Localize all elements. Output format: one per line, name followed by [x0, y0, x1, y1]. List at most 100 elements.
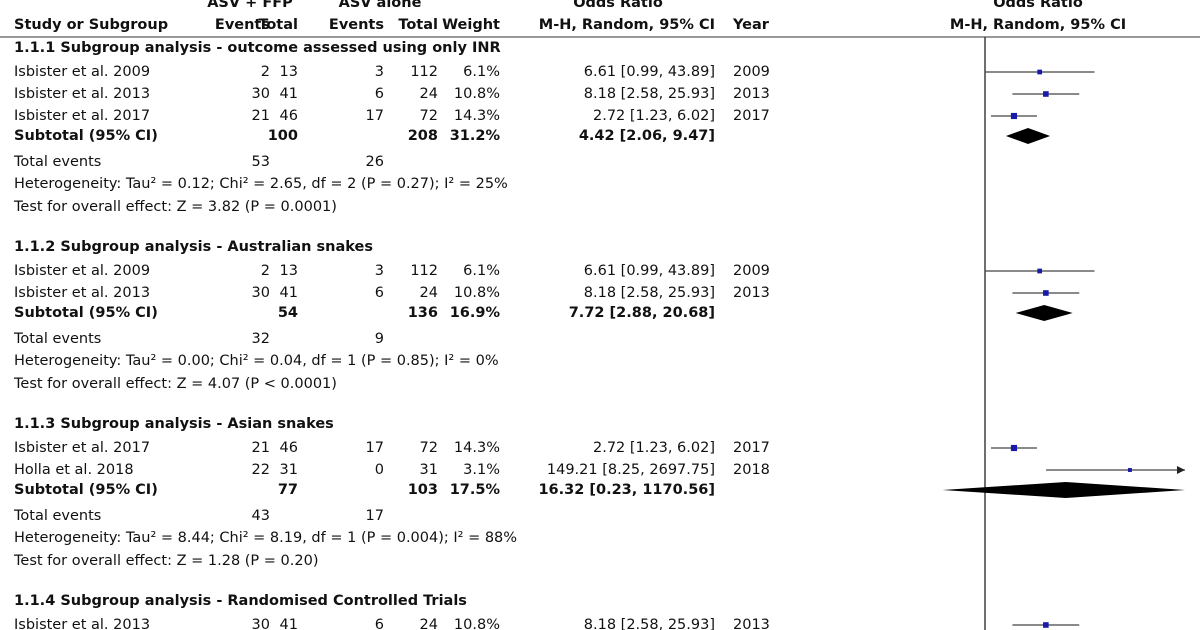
effect-square — [1043, 91, 1049, 97]
study-name: Isbister et al. 2009 — [14, 64, 150, 80]
total: 24 — [420, 617, 438, 630]
subtotal-diamond — [1015, 305, 1073, 321]
weight: 10.8% — [454, 617, 500, 630]
total: 77 — [278, 482, 298, 498]
events: 43 — [252, 508, 270, 524]
events: 2 — [261, 64, 270, 80]
weight: 31.2% — [450, 128, 501, 144]
overall-effect: Test for overall effect: Z = 4.07 (P < 0… — [13, 376, 337, 392]
study-name: Isbister et al. 2017 — [14, 108, 150, 124]
study-name: Subtotal (95% CI) — [14, 128, 158, 144]
heterogeneity: Heterogeneity: Tau² = 0.12; Chi² = 2.65,… — [14, 176, 508, 192]
events: 32 — [252, 331, 270, 347]
header-total: Total — [398, 17, 438, 33]
odds-ratio: 6.61 [0.99, 43.89] — [584, 263, 715, 279]
total: 208 — [408, 128, 438, 144]
total-events-label: Total events — [13, 154, 101, 170]
header-or: Odds Ratio — [573, 0, 663, 11]
effect-square — [1037, 69, 1043, 75]
events: 6 — [375, 285, 384, 301]
odds-ratio: 149.21 [8.25, 2697.75] — [547, 462, 715, 478]
total-events-label: Total events — [13, 508, 101, 524]
year: 2013 — [733, 285, 770, 301]
events: 6 — [375, 86, 384, 102]
total: 13 — [280, 263, 298, 279]
overall-effect: Test for overall effect: Z = 3.82 (P = 0… — [13, 199, 337, 215]
total: 100 — [268, 128, 298, 144]
weight: 17.5% — [450, 482, 501, 498]
total: 46 — [280, 108, 298, 124]
subgroup-title: 1.1.2 Subgroup analysis - Australian sna… — [14, 239, 373, 255]
effect-square — [1043, 290, 1049, 296]
total: 112 — [410, 263, 438, 279]
effect-square — [1010, 112, 1018, 120]
events: 22 — [252, 462, 270, 478]
odds-ratio: 7.72 [2.88, 20.68] — [569, 305, 715, 321]
events: 21 — [252, 440, 270, 456]
study-name: Isbister et al. 2009 — [14, 263, 150, 279]
total: 13 — [280, 64, 298, 80]
odds-ratio: 8.18 [2.58, 25.93] — [584, 285, 715, 301]
study-name: Isbister et al. 2013 — [14, 285, 150, 301]
subtotal-diamond — [942, 482, 1185, 498]
weight: 14.3% — [454, 108, 500, 124]
total: 41 — [280, 86, 298, 102]
weight: 6.1% — [463, 263, 500, 279]
total-events-label: Total events — [13, 331, 101, 347]
total: 72 — [420, 108, 438, 124]
events: 30 — [252, 285, 270, 301]
effect-square — [1043, 622, 1049, 628]
total: 103 — [408, 482, 438, 498]
total: 136 — [408, 305, 438, 321]
header-weight: Weight — [442, 17, 500, 33]
subgroup-title: 1.1.4 Subgroup analysis - Randomised Con… — [14, 593, 467, 609]
events: 0 — [375, 462, 384, 478]
header-method-plot: M-H, Random, 95% CI — [950, 17, 1126, 33]
effect-square — [1037, 268, 1043, 274]
header-events: Events — [215, 17, 270, 33]
heterogeneity: Heterogeneity: Tau² = 0.00; Chi² = 0.04,… — [14, 353, 499, 369]
header-group2: ASV alone — [339, 0, 422, 11]
year: 2018 — [733, 462, 770, 478]
year: 2013 — [733, 86, 770, 102]
odds-ratio: 2.72 [1.23, 6.02] — [593, 108, 715, 124]
weight: 16.9% — [450, 305, 501, 321]
effect-square — [1127, 468, 1132, 472]
events: 9 — [375, 331, 384, 347]
subtotal-diamond — [1005, 128, 1051, 144]
study-name: Isbister et al. 2017 — [14, 440, 150, 456]
year: 2017 — [733, 108, 770, 124]
header-study: Study or Subgroup — [14, 17, 168, 33]
events: 53 — [252, 154, 270, 170]
events: 3 — [375, 263, 384, 279]
total: 24 — [420, 285, 438, 301]
odds-ratio: 8.18 [2.58, 25.93] — [584, 617, 715, 630]
events: 17 — [366, 508, 384, 524]
events: 30 — [252, 617, 270, 630]
ci-arrow — [1177, 466, 1185, 474]
subgroup-title: 1.1.1 Subgroup analysis - outcome assess… — [14, 40, 501, 56]
header-method: M-H, Random, 95% CI — [539, 17, 715, 33]
total: 41 — [280, 617, 298, 630]
subgroup-title: 1.1.3 Subgroup analysis - Asian snakes — [14, 416, 334, 432]
odds-ratio: 16.32 [0.23, 1170.56] — [538, 482, 715, 498]
total: 72 — [420, 440, 438, 456]
study-name: Holla et al. 2018 — [14, 462, 134, 478]
events: 3 — [375, 64, 384, 80]
header-or-plot: Odds Ratio — [993, 0, 1083, 11]
odds-ratio: 6.61 [0.99, 43.89] — [584, 64, 715, 80]
events: 17 — [366, 108, 384, 124]
weight: 14.3% — [454, 440, 500, 456]
events: 21 — [252, 108, 270, 124]
header-events: Events — [329, 17, 384, 33]
header-year: Year — [732, 17, 770, 33]
overall-effect: Test for overall effect: Z = 1.28 (P = 0… — [13, 553, 319, 569]
odds-ratio: 4.42 [2.06, 9.47] — [579, 128, 715, 144]
study-name: Isbister et al. 2013 — [14, 617, 150, 630]
year: 2009 — [733, 64, 770, 80]
heterogeneity: Heterogeneity: Tau² = 8.44; Chi² = 8.19,… — [14, 530, 517, 546]
study-name: Subtotal (95% CI) — [14, 305, 158, 321]
events: 17 — [366, 440, 384, 456]
